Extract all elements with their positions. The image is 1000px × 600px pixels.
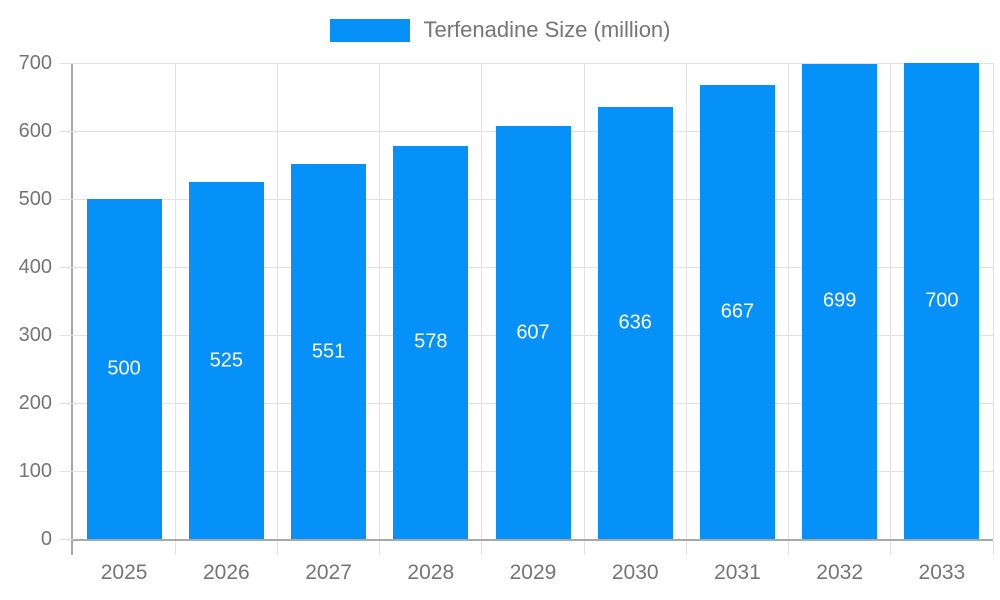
bar-value-label: 667 — [720, 300, 755, 323]
bar-2026: 525 — [188, 182, 264, 539]
bar-2030: 636 — [597, 106, 673, 539]
y-tick — [59, 266, 73, 268]
x-tick — [379, 541, 381, 555]
bar-value-label: 700 — [925, 289, 959, 312]
x-tick — [992, 541, 994, 555]
plot-area: 500 525 551 578 607 636 667 699 700 — [71, 62, 994, 555]
y-tick-label: 200 — [18, 392, 52, 414]
x-tick — [788, 541, 790, 555]
x-tick — [276, 541, 278, 555]
x-tick — [174, 541, 176, 555]
y-axis-line — [71, 63, 73, 555]
y-tick — [59, 334, 73, 336]
y-tick-label: 600 — [18, 120, 52, 142]
y-tick — [59, 130, 73, 132]
gridline-v — [685, 63, 687, 539]
y-tick-label: 700 — [18, 52, 52, 74]
x-tick — [583, 541, 585, 555]
gridline-v — [379, 63, 381, 539]
gridline-v — [890, 63, 892, 539]
bar-value-label: 551 — [311, 340, 346, 363]
x-axis-line — [71, 539, 993, 541]
bar-2025: 500 — [86, 199, 162, 539]
gridline-v — [788, 63, 790, 539]
y-tick-label: 100 — [18, 460, 52, 482]
bar-value-label: 525 — [209, 349, 244, 371]
bar-2029: 607 — [495, 126, 571, 539]
x-tick-label: 2028 — [407, 561, 455, 584]
legend-swatch — [329, 18, 410, 42]
y-tick-label: 400 — [18, 256, 52, 278]
bar-2027: 551 — [291, 164, 367, 539]
bar-2032: 699 — [802, 63, 878, 539]
y-tick-label: 500 — [18, 188, 52, 210]
bar-value-label: 578 — [414, 330, 448, 353]
x-tick-label: 2030 — [611, 561, 659, 584]
bar-value-label: 607 — [516, 321, 550, 344]
x-tick — [481, 541, 483, 555]
y-tick — [59, 402, 73, 404]
x-tick-label: 2033 — [918, 561, 966, 584]
x-tick-label: 2026 — [202, 561, 250, 584]
gridline-v — [481, 63, 483, 539]
bar-value-label: 636 — [618, 311, 652, 334]
x-tick-label: 2027 — [305, 561, 352, 584]
gridline-v — [276, 63, 278, 539]
bar-2028: 578 — [393, 145, 469, 539]
x-tick-label: 2031 — [714, 561, 761, 584]
y-tick — [59, 198, 73, 200]
bar-2031: 667 — [699, 85, 775, 539]
gridline-h — [73, 62, 993, 64]
bar-value-label: 500 — [107, 357, 141, 380]
gridline-v — [583, 63, 585, 539]
chart-legend[interactable]: Terfenadine Size (million) — [0, 17, 1000, 43]
x-tick-label: 2029 — [509, 561, 557, 584]
gridline-v — [992, 63, 994, 539]
y-tick — [59, 62, 73, 64]
y-tick-label: 300 — [18, 324, 52, 346]
bar-value-label: 699 — [822, 289, 857, 312]
x-tick — [685, 541, 687, 555]
x-tick-label: 2025 — [100, 561, 148, 584]
legend-label: Terfenadine Size (million) — [423, 17, 671, 42]
y-tick — [59, 470, 73, 472]
bar-2033: 700 — [904, 63, 980, 539]
y-tick — [59, 538, 73, 540]
y-tick-label: 0 — [40, 528, 52, 550]
x-tick — [890, 541, 892, 555]
gridline-v — [174, 63, 176, 539]
x-tick-label: 2032 — [816, 561, 864, 584]
